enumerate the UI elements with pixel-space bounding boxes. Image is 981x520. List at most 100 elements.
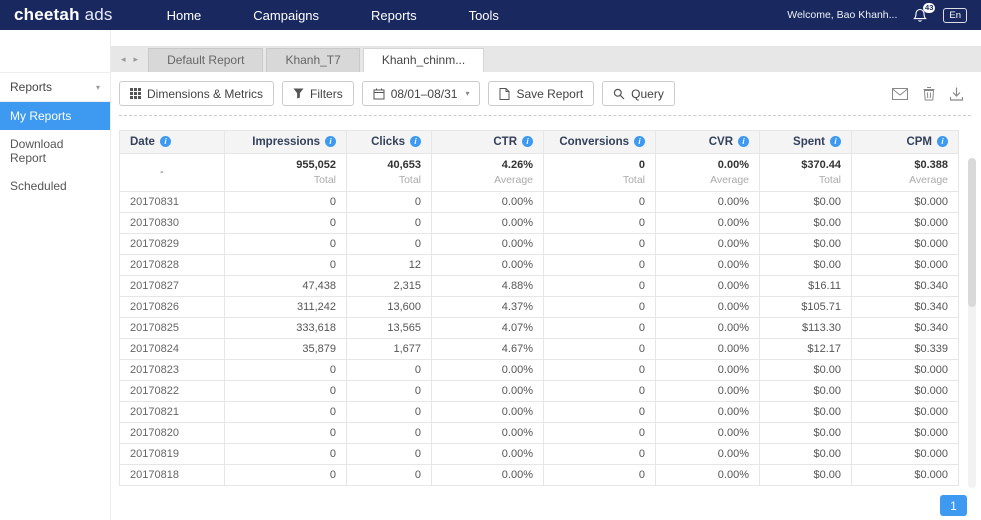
tab-khanh-chinm[interactable]: Khanh_chinm... [362, 48, 485, 72]
tab-scroll-right-icon[interactable]: ▸ [133, 53, 139, 64]
info-icon[interactable]: i [738, 136, 749, 147]
sidebar-item-download-report[interactable]: Download Report [10, 137, 64, 165]
pagination: 1 [940, 495, 967, 516]
total-value: 4.26% [501, 158, 533, 171]
value-cell: 0 [346, 422, 432, 444]
value-cell: 0.00% [655, 212, 760, 234]
value-cell: 0 [346, 443, 432, 465]
table-body: - 955,052 Total 40,653 Total 4.26% Average 0 Tot… [119, 153, 959, 486]
value-cell: 0.00% [655, 275, 760, 297]
value-cell: 0 [543, 212, 656, 234]
value-cell: 0 [346, 212, 432, 234]
value-cell: 0.00% [655, 422, 760, 444]
value-cell: 0 [346, 380, 432, 402]
tab-default-report[interactable]: Default Report [148, 48, 264, 72]
value-cell: 0 [346, 233, 432, 255]
query-button[interactable]: Query [602, 81, 675, 106]
value-cell: $0.000 [851, 191, 959, 213]
value-cell: $0.00 [759, 464, 852, 486]
column-header-cvr[interactable]: CVR i [655, 130, 760, 154]
notifications-bell-icon[interactable]: 43 [913, 2, 936, 23]
total-cell: $370.44 Total [759, 153, 852, 192]
value-cell: 0 [346, 359, 432, 381]
value-cell: 0.00% [655, 296, 760, 318]
column-header-date[interactable]: Date i [119, 130, 225, 154]
column-header-ctr[interactable]: CTR i [431, 130, 544, 154]
value-cell: $0.000 [851, 401, 959, 423]
column-header-cpm[interactable]: CPM i [851, 130, 959, 154]
table-row: 20170823 0 0 0.00% 0 0.00% $0.00 $0.000 [119, 359, 959, 381]
value-cell: 0 [543, 359, 656, 381]
user-menu[interactable]: Welcome, Bao Khanh... [787, 9, 897, 21]
vertical-scrollbar[interactable] [968, 158, 976, 488]
value-cell: 0 [543, 275, 656, 297]
email-icon[interactable] [892, 87, 908, 100]
total-sublabel: Average [909, 173, 948, 186]
nav-item-reports[interactable]: Reports [371, 7, 417, 23]
scrollbar-thumb[interactable] [968, 158, 976, 307]
value-cell: 4.67% [431, 338, 544, 360]
column-header-conversions[interactable]: Conversions i [543, 130, 656, 154]
logo[interactable]: cheetah ads [14, 5, 113, 25]
value-cell: 0 [224, 233, 347, 255]
info-icon[interactable]: i [634, 136, 645, 147]
language-button[interactable]: En [943, 7, 967, 23]
column-header-spent[interactable]: Spent i [759, 130, 852, 154]
column-header-impressions[interactable]: Impressions i [224, 130, 347, 154]
value-cell: 4.88% [431, 275, 544, 297]
info-icon[interactable]: i [325, 136, 336, 147]
value-cell: $16.11 [759, 275, 852, 297]
nav-item-home[interactable]: Home [166, 7, 202, 23]
button-label: Save Report [516, 86, 584, 101]
column-label: CVR [708, 136, 733, 148]
sidebar-item-scheduled[interactable]: Scheduled [10, 179, 67, 193]
download-icon[interactable] [950, 87, 963, 101]
date-cell: 20170824 [119, 338, 225, 360]
value-cell: $0.000 [851, 464, 959, 486]
date-cell: 20170823 [119, 359, 225, 381]
info-icon[interactable]: i [410, 136, 421, 147]
value-cell: 47,438 [224, 275, 347, 297]
value-cell: 0.00% [431, 191, 544, 213]
nav-item-campaigns[interactable]: Campaigns [253, 7, 320, 23]
column-label: CTR [493, 136, 517, 148]
table-row: 20170830 0 0 0.00% 0 0.00% $0.00 $0.000 [119, 212, 959, 234]
date-cell: 20170827 [119, 275, 225, 297]
date-cell: 20170830 [119, 212, 225, 234]
filters-button[interactable]: Filters [282, 81, 354, 106]
nav-item-tools[interactable]: Tools [468, 7, 499, 23]
info-icon[interactable]: i [830, 136, 841, 147]
trash-icon[interactable] [923, 86, 935, 101]
value-cell: 0.00% [431, 380, 544, 402]
save-report-button[interactable]: Save Report [488, 81, 595, 106]
column-header-clicks[interactable]: Clicks i [346, 130, 432, 154]
value-cell: 0.00% [655, 338, 760, 360]
tab-scroll-left-icon[interactable]: ◂ [121, 53, 126, 64]
info-icon[interactable]: i [522, 136, 533, 147]
sidebar-section-reports[interactable]: Reports ▾ [0, 72, 110, 102]
total-cell: 40,653 Total [346, 153, 432, 192]
table-row: 20170829 0 0 0.00% 0 0.00% $0.00 $0.000 [119, 233, 959, 255]
notification-badge: 43 [923, 2, 936, 13]
page-body: Reports ▾ My Reports Download Report Sched… [0, 30, 981, 520]
tab-khanh-t7[interactable]: Khanh_T7 [266, 48, 360, 72]
date-range-picker[interactable]: 08/01–08/31 ▾ [361, 81, 481, 106]
value-cell: 0.00% [431, 212, 544, 234]
value-cell: 0 [224, 464, 347, 486]
info-icon[interactable]: i [159, 136, 171, 147]
page-button-1[interactable]: 1 [940, 495, 967, 516]
value-cell: $105.71 [759, 296, 852, 318]
value-cell: 0.00% [431, 401, 544, 423]
calendar-icon [373, 88, 385, 100]
sidebar-item-my-reports[interactable]: My Reports [0, 102, 110, 130]
value-cell: $0.340 [851, 275, 959, 297]
table-row: 20170828 0 12 0.00% 0 0.00% $0.00 $0.000 [119, 254, 959, 276]
dimensions-metrics-button[interactable]: Dimensions & Metrics [119, 81, 275, 106]
value-cell: 0 [543, 443, 656, 465]
info-icon[interactable]: i [937, 136, 948, 147]
value-cell: $0.000 [851, 443, 959, 465]
total-value: 0.00% [717, 158, 749, 171]
date-cell: 20170818 [119, 464, 225, 486]
value-cell: 0 [224, 422, 347, 444]
search-icon [613, 88, 625, 100]
